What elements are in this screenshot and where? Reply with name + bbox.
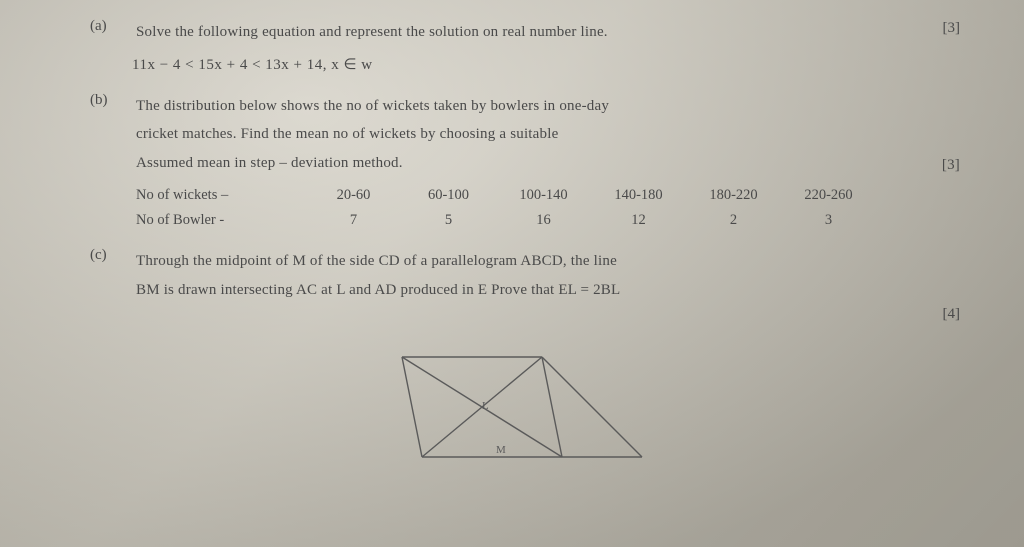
table-val-2: 16 — [496, 212, 591, 229]
table-val-1: 5 — [401, 212, 496, 229]
question-a: (a) Solve the following equation and rep… — [90, 18, 964, 78]
question-c: (c) Through the midpoint of M of the sid… — [90, 247, 964, 323]
table-col-2: 100-140 — [496, 187, 591, 204]
table-val-0: 7 — [306, 212, 401, 229]
question-a-marks: [3] — [943, 20, 961, 37]
table-row2-label: No of Bowler - — [136, 212, 306, 229]
question-a-equation: 11x − 4 < 15x + 4 < 13x + 14, x ∈ w — [132, 55, 964, 74]
table-col-4: 180-220 — [686, 187, 781, 204]
question-c-line1: Through the midpoint of M of the side CD… — [136, 247, 960, 276]
wickets-table-header-row: No of wickets – 20-60 60-100 100-140 140… — [136, 187, 960, 204]
svg-text:M: M — [496, 444, 506, 456]
table-col-3: 140-180 — [591, 187, 686, 204]
table-col-1: 60-100 — [401, 187, 496, 204]
table-row1-label: No of wickets – — [136, 187, 306, 204]
parallelogram-diagram: LM — [90, 337, 964, 487]
question-b-label: (b) — [90, 92, 132, 109]
table-val-3: 12 — [591, 212, 686, 229]
question-b-marks: [3] — [942, 151, 960, 180]
table-val-5: 3 — [781, 212, 876, 229]
question-b-line3: Assumed mean in step – deviation method. — [136, 155, 403, 171]
question-a-text: Solve the following equation and represe… — [136, 24, 608, 40]
question-a-label: (a) — [90, 18, 132, 35]
question-b-line2: cricket matches. Find the mean no of wic… — [136, 120, 960, 149]
wickets-table-value-row: No of Bowler - 7 5 16 12 2 3 — [136, 212, 960, 229]
diagram-svg: LM — [382, 337, 672, 482]
question-c-label: (c) — [90, 247, 132, 264]
table-col-5: 220-260 — [781, 187, 876, 204]
question-c-line2: BM is drawn intersecting AC at L and AD … — [136, 282, 620, 298]
table-val-4: 2 — [686, 212, 781, 229]
svg-text:L: L — [482, 400, 489, 412]
table-col-0: 20-60 — [306, 187, 401, 204]
question-b: (b) The distribution below shows the no … — [90, 92, 964, 234]
question-c-marks: [4] — [943, 306, 961, 323]
question-b-line1: The distribution below shows the no of w… — [136, 92, 960, 121]
